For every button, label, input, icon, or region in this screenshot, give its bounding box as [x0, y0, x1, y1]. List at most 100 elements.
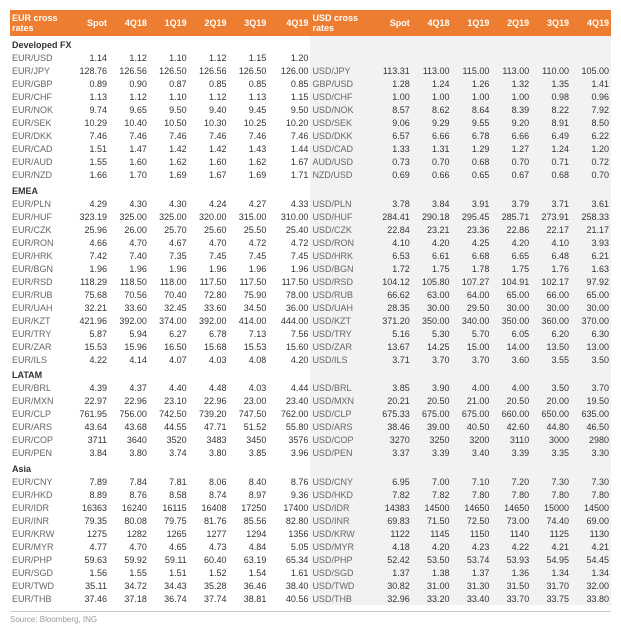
rate-cell: 1.71 — [268, 169, 310, 182]
rate-cell: 1.62 — [229, 156, 269, 169]
table-row: EUR/CLP761.95756.00742.50739.20747.50762… — [10, 408, 611, 421]
rate-cell: 30.00 — [412, 301, 452, 314]
rate-cell: 7.46 — [149, 130, 189, 143]
rate-cell: 1.15 — [268, 91, 310, 104]
rate-cell: 60.40 — [189, 553, 229, 566]
table-row: EUR/UAH32.2133.6032.4533.6034.5036.00USD… — [10, 301, 611, 314]
pair-label-right: NZD/USD — [310, 169, 371, 182]
rate-cell: 1.33 — [372, 143, 412, 156]
table-row: EUR/CNY7.897.847.818.068.408.76USD/CNY6.… — [10, 475, 611, 488]
rate-cell: 33.75 — [531, 592, 571, 605]
rate-cell: 6.20 — [531, 327, 571, 340]
rate-cell: 118.50 — [109, 275, 149, 288]
rate-cell: 4.70 — [189, 236, 229, 249]
rate-cell: 7.00 — [412, 475, 452, 488]
table-row: EUR/THB37.4637.1836.7437.7438.8140.56USD… — [10, 592, 611, 605]
rate-cell: 7.89 — [69, 475, 109, 488]
rate-cell: 3.74 — [149, 447, 189, 460]
rate-cell: 113.00 — [412, 65, 452, 78]
rate-cell: 4.21 — [571, 540, 611, 553]
rate-cell: 53.93 — [491, 553, 531, 566]
section-pad — [372, 460, 412, 476]
rate-cell: 1.13 — [229, 91, 269, 104]
rate-cell: 4.10 — [531, 236, 571, 249]
rate-cell: 10.29 — [69, 117, 109, 130]
rate-cell: 1.51 — [69, 143, 109, 156]
col-4q18-r: 4Q18 — [412, 10, 452, 36]
rate-cell: 20.50 — [412, 395, 452, 408]
rate-cell: 7.82 — [372, 488, 412, 501]
rate-cell: 273.91 — [531, 210, 571, 223]
rate-cell — [571, 52, 611, 65]
rate-cell: 3.70 — [412, 353, 452, 366]
rate-cell: 4.44 — [268, 382, 310, 395]
section-pad — [412, 366, 452, 382]
rate-cell: 23.21 — [412, 223, 452, 236]
rate-cell: 8.40 — [229, 475, 269, 488]
rate-cell: 25.96 — [69, 223, 109, 236]
rate-cell: 675.00 — [412, 408, 452, 421]
rate-cell: 15.00 — [452, 340, 492, 353]
rate-cell: 9.29 — [412, 117, 452, 130]
rate-cell: 6.05 — [491, 327, 531, 340]
pair-label-left: EUR/BGN — [10, 262, 69, 275]
rate-cell: 4.29 — [69, 197, 109, 210]
rate-cell: 3.50 — [571, 353, 611, 366]
rate-cell: 37.18 — [109, 592, 149, 605]
rate-cell: 34.50 — [229, 301, 269, 314]
rate-cell: 1.12 — [109, 91, 149, 104]
rate-cell: 3.93 — [571, 236, 611, 249]
table-row: EUR/NOK9.749.659.509.409.459.50USD/NOK8.… — [10, 104, 611, 117]
rate-cell: 126.00 — [268, 65, 310, 78]
rate-cell: 72.80 — [189, 288, 229, 301]
rate-cell: 6.27 — [149, 327, 189, 340]
rate-cell: 8.76 — [109, 488, 149, 501]
rate-cell: 30.82 — [372, 579, 412, 592]
table-body: Developed FXEUR/USD1.141.121.101.121.151… — [10, 36, 611, 605]
rate-cell: 28.35 — [372, 301, 412, 314]
rate-cell: 1.00 — [412, 91, 452, 104]
rate-cell: 4.14 — [109, 353, 149, 366]
rate-cell: 374.00 — [149, 314, 189, 327]
rate-cell: 71.50 — [412, 514, 452, 527]
pair-label-right: USD/PEN — [310, 447, 371, 460]
rate-cell: 0.69 — [372, 169, 412, 182]
rate-cell: 22.84 — [372, 223, 412, 236]
rate-cell: 7.46 — [189, 130, 229, 143]
rate-cell: 20.21 — [372, 395, 412, 408]
section-pad — [412, 460, 452, 476]
pair-label-right: USD/HKD — [310, 488, 371, 501]
rate-cell: 6.78 — [452, 130, 492, 143]
pair-label-right: USD/THB — [310, 592, 371, 605]
pair-label-left: EUR/KRW — [10, 527, 69, 540]
pair-label-left: EUR/UAH — [10, 301, 69, 314]
pair-label-right — [310, 52, 371, 65]
rate-cell: 32.21 — [69, 301, 109, 314]
rate-cell: 10.40 — [109, 117, 149, 130]
section-pad — [531, 366, 571, 382]
rate-cell: 1277 — [189, 527, 229, 540]
rate-cell: 8.76 — [268, 475, 310, 488]
pair-label-right: USD/KRW — [310, 527, 371, 540]
pair-label-left: EUR/CNY — [10, 475, 69, 488]
section-pad — [372, 36, 412, 52]
rate-cell: 25.70 — [149, 223, 189, 236]
rate-cell: 7.35 — [149, 249, 189, 262]
rate-cell: 756.00 — [109, 408, 149, 421]
rate-cell: 1.96 — [149, 262, 189, 275]
pair-label-left: EUR/TRY — [10, 327, 69, 340]
rate-cell: 128.76 — [69, 65, 109, 78]
rate-cell: 8.39 — [491, 104, 531, 117]
rate-cell: 14500 — [571, 501, 611, 514]
pair-label-left: EUR/AUD — [10, 156, 69, 169]
table-row: EUR/PHP59.6359.9259.1160.4063.1965.34USD… — [10, 553, 611, 566]
rate-cell: 7.46 — [229, 130, 269, 143]
section-pad — [531, 36, 571, 52]
rate-cell: 1282 — [109, 527, 149, 540]
rate-cell: 650.00 — [531, 408, 571, 421]
rate-cell: 1.26 — [452, 78, 492, 91]
rate-cell: 3.39 — [491, 447, 531, 460]
rate-cell: 4.22 — [69, 353, 109, 366]
rate-cell: 258.33 — [571, 210, 611, 223]
col-spot-r: Spot — [372, 10, 412, 36]
